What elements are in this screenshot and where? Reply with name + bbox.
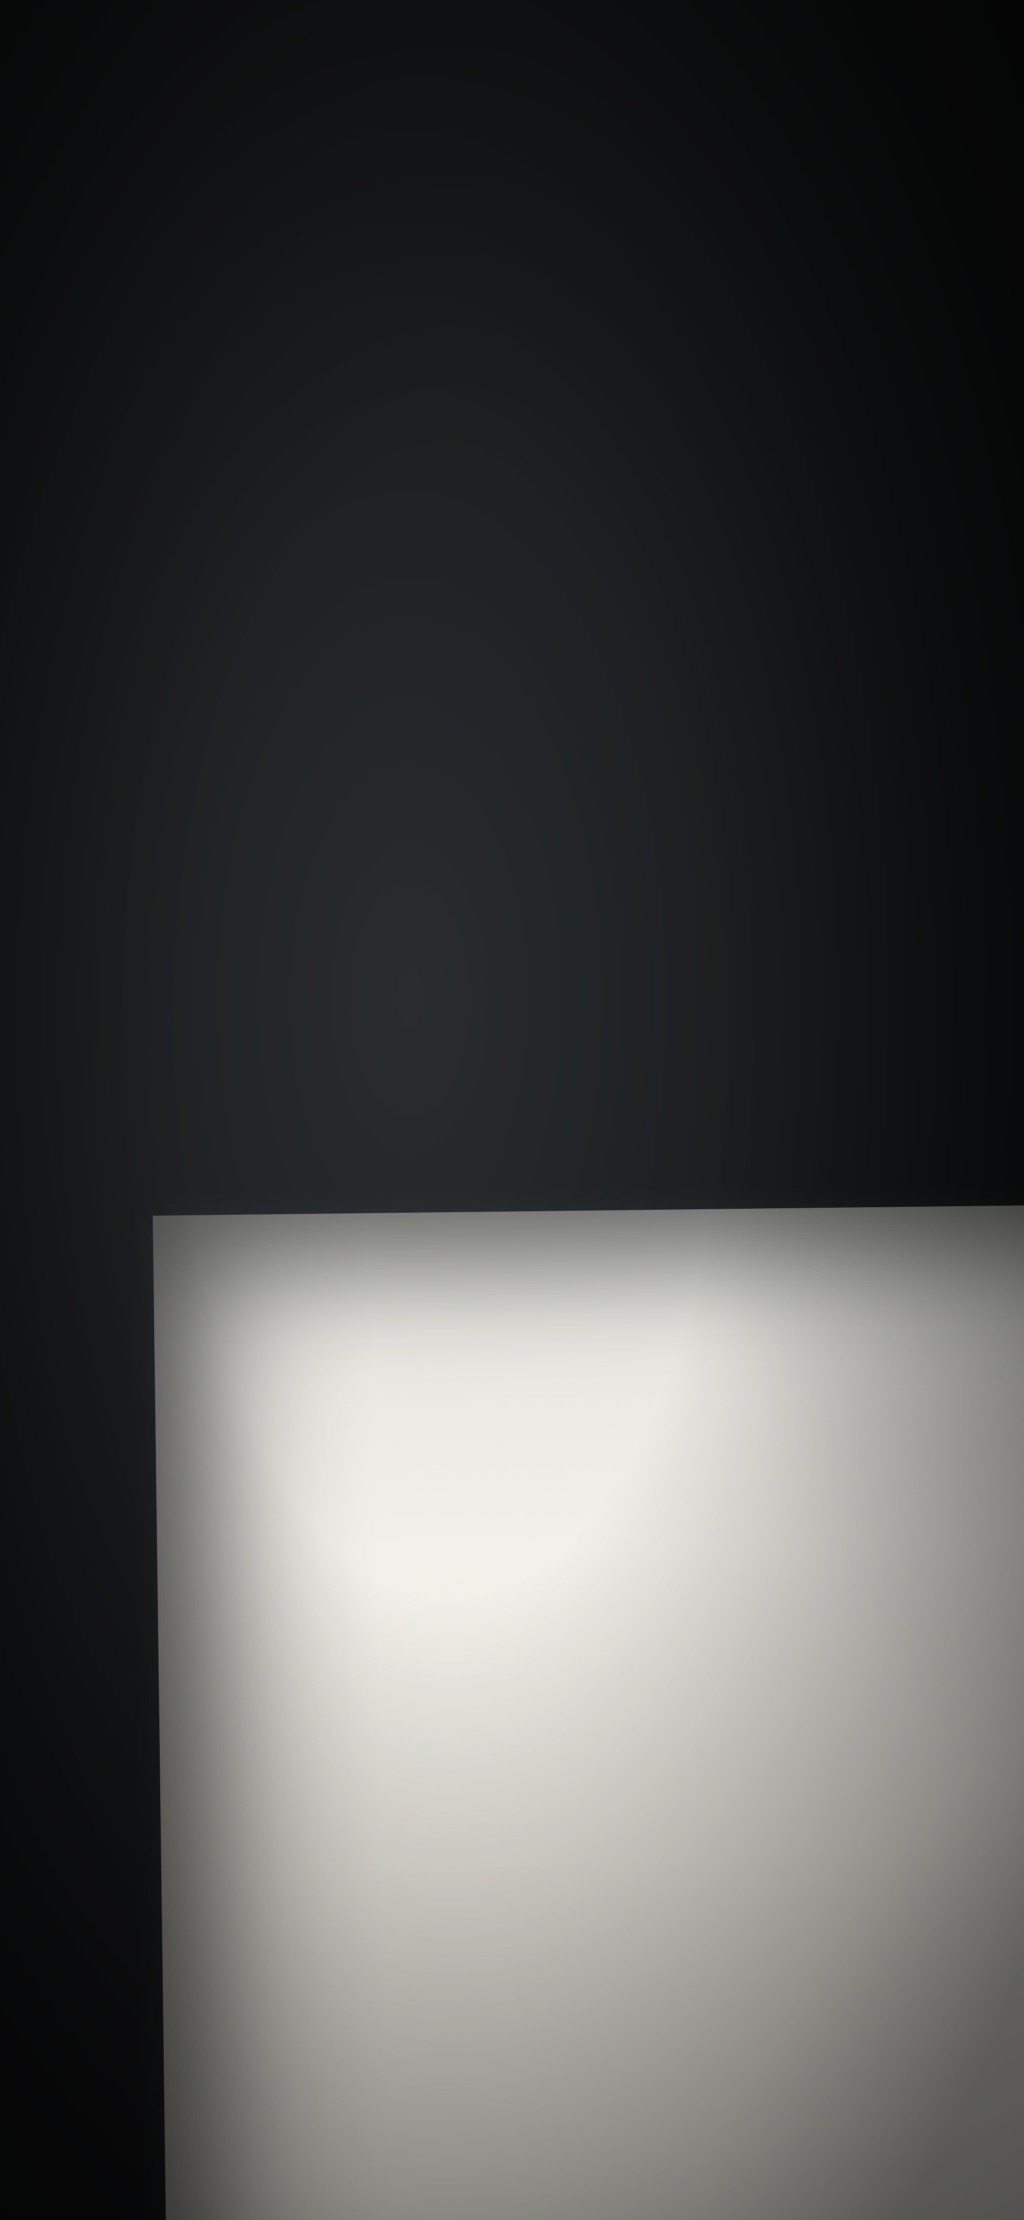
paper-sheet: 25. Identify the given reaction. C6H12O6… [153,1190,1024,2220]
photo-frame: 25. Identify the given reaction. C6H12O6… [0,0,1024,2220]
